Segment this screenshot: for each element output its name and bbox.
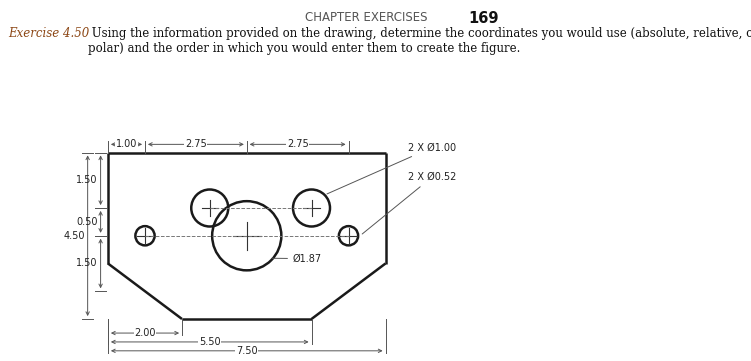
Text: Ø1.87: Ø1.87 [272,254,322,264]
Text: 2 X Ø1.00: 2 X Ø1.00 [327,143,456,194]
Text: CHAPTER EXERCISES: CHAPTER EXERCISES [305,11,427,24]
Text: 7.50: 7.50 [236,346,258,356]
Text: 1.00: 1.00 [116,139,137,149]
Text: 5.50: 5.50 [199,337,221,347]
Text: Exercise 4.50: Exercise 4.50 [8,27,89,40]
Text: 2.75: 2.75 [287,139,309,149]
Text: 2 X Ø0.52: 2 X Ø0.52 [362,172,456,234]
Text: 4.50: 4.50 [63,231,85,241]
Text: 0.50: 0.50 [76,217,98,227]
Text: 1.50: 1.50 [76,258,98,269]
Text: 169: 169 [468,11,499,26]
Text: 1.50: 1.50 [76,175,98,185]
Text: 2.00: 2.00 [134,328,155,338]
Text: Using the information provided on the drawing, determine the coordinates you wou: Using the information provided on the dr… [88,27,751,55]
Text: 2.75: 2.75 [185,139,207,149]
